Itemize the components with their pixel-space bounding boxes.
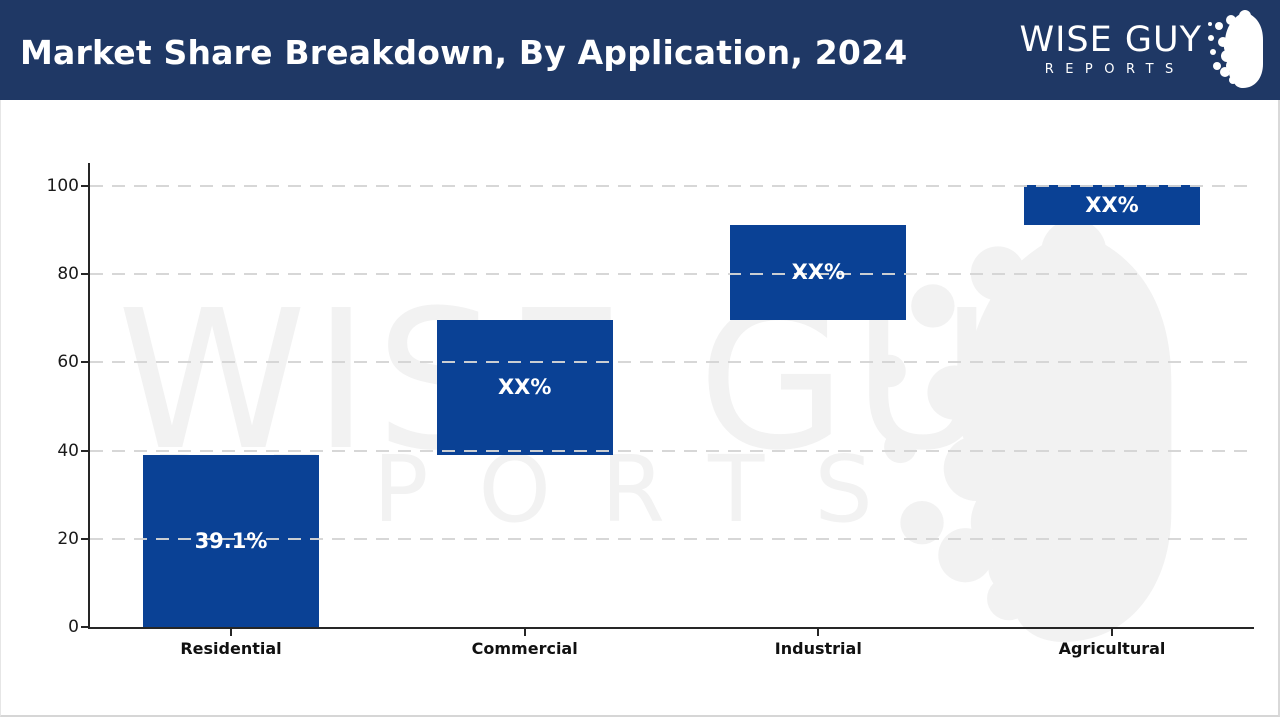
y-tick-label-60: 60 [57,352,79,373]
bar-value-label-residential: 39.1% [194,528,268,553]
y-tickmark-40 [81,449,88,452]
y-axis [88,163,90,629]
brand-logo-text: WISE GUY REPORTS [1019,20,1202,78]
bar-industrial [730,224,907,321]
x-tick-label-commercial: Commercial [471,639,578,658]
page-title: Market Share Breakdown, By Application, … [20,33,908,72]
plot-area: 0 20 40 60 80 100 39.1% Residential XX% Commercia… [1,100,1278,715]
bar-value-label-commercial: XX% [497,375,552,400]
y-tick-label-40: 40 [57,440,79,461]
gridline-20 [90,537,1254,540]
x-tickmark-residential [230,629,232,636]
gridline-100 [90,185,1254,187]
header-bar: Market Share Breakdown, By Application, … [0,0,1280,100]
x-axis [88,627,1254,629]
x-tickmark-industrial [817,629,820,636]
x-tick-label-agricultural: Agricultural [1058,639,1166,658]
brand-logo: WISE GUY REPORTS [1019,6,1268,94]
y-tick-label-20: 20 [57,528,79,549]
brand-subname: REPORTS [1044,62,1185,77]
bar-agricultural [1024,185,1200,225]
x-tick-label-residential: Residential [180,639,282,658]
bar-value-label-agricultural: XX% [1085,192,1139,217]
gridline-80 [90,273,1254,276]
y-tickmark-100 [81,185,88,187]
x-tickmark-commercial [523,629,526,636]
brand-name: WISE GUY [1019,20,1202,60]
y-tickmark-60 [81,361,88,364]
y-tickmark-0 [81,626,88,628]
chart-area: WISE GUY REPORTS 0 20 40 60 80 100 39.1% Reside… [0,100,1280,717]
gridline-40 [90,449,1254,452]
bar-value-label-industrial: XX% [791,260,846,285]
y-tick-label-0: 0 [68,617,79,637]
y-tickmark-80 [81,273,88,276]
x-tick-label-industrial: Industrial [774,639,862,658]
y-tick-label-100: 100 [46,176,79,196]
brand-face-icon [1208,10,1263,88]
x-tickmark-agricultural [1111,629,1113,636]
y-tickmark-20 [81,537,88,540]
bar-commercial [436,320,613,455]
bar-residential [143,454,319,627]
y-tick-label-80: 80 [57,264,79,285]
gridline-60 [90,361,1254,364]
watermark-face-icon [873,219,1172,642]
